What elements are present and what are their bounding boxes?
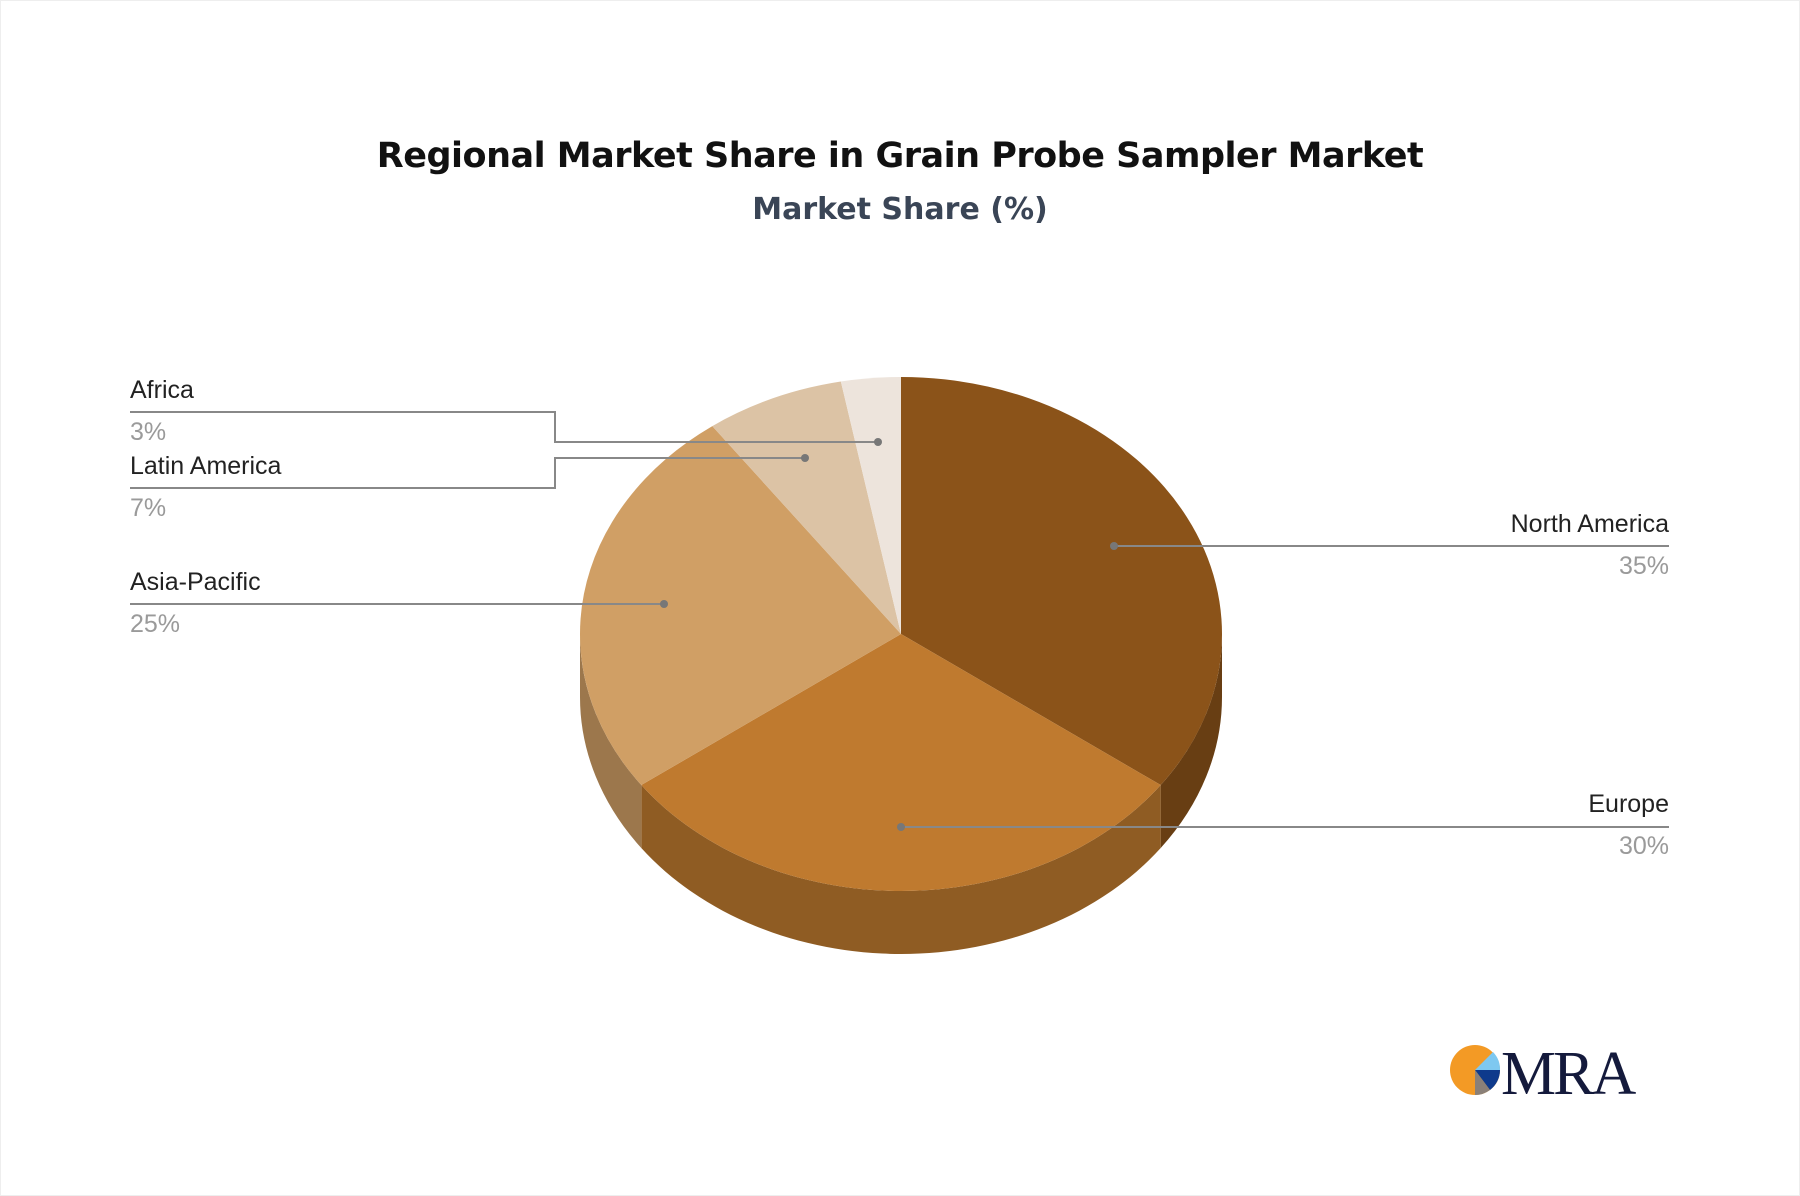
slice-north-america[interactable]	[901, 377, 1222, 786]
label-europe: Europe	[1588, 790, 1669, 818]
chart-subtitle: Market Share (%)	[752, 192, 1048, 227]
slice-asia-pacific[interactable]	[580, 426, 901, 786]
slice-side-europe	[641, 785, 1161, 954]
value-latin-america: 7%	[130, 494, 167, 522]
value-asia-pacific: 25%	[130, 610, 181, 638]
label-north-america: North America	[1510, 510, 1669, 538]
svg-text:MRA: MRA	[1501, 1040, 1636, 1100]
chart-title: Regional Market Share in Grain Probe Sam…	[376, 136, 1424, 176]
value-africa: 3%	[130, 418, 167, 446]
label-africa: Africa	[130, 376, 194, 404]
leader-europe-dot	[897, 823, 905, 831]
value-europe: 30%	[1618, 832, 1669, 860]
leader-africa	[130, 411, 878, 443]
leader-asia-pacific-dot	[660, 600, 668, 608]
leader-latin-america	[130, 457, 805, 489]
slice-side-north-america	[1160, 634, 1222, 849]
label-latin-america: Latin America	[130, 452, 282, 480]
slice-side-asia-pacific	[580, 634, 642, 849]
leader-latin-america-dot	[801, 454, 809, 462]
leader-africa-dot	[874, 438, 882, 446]
value-north-america: 35%	[1618, 552, 1669, 580]
leader-north-america-dot	[1110, 542, 1118, 550]
mra-logo: MRA	[1450, 1040, 1639, 1100]
label-asia-pacific: Asia-Pacific	[130, 568, 261, 596]
slice-latin-america[interactable]	[712, 381, 901, 634]
